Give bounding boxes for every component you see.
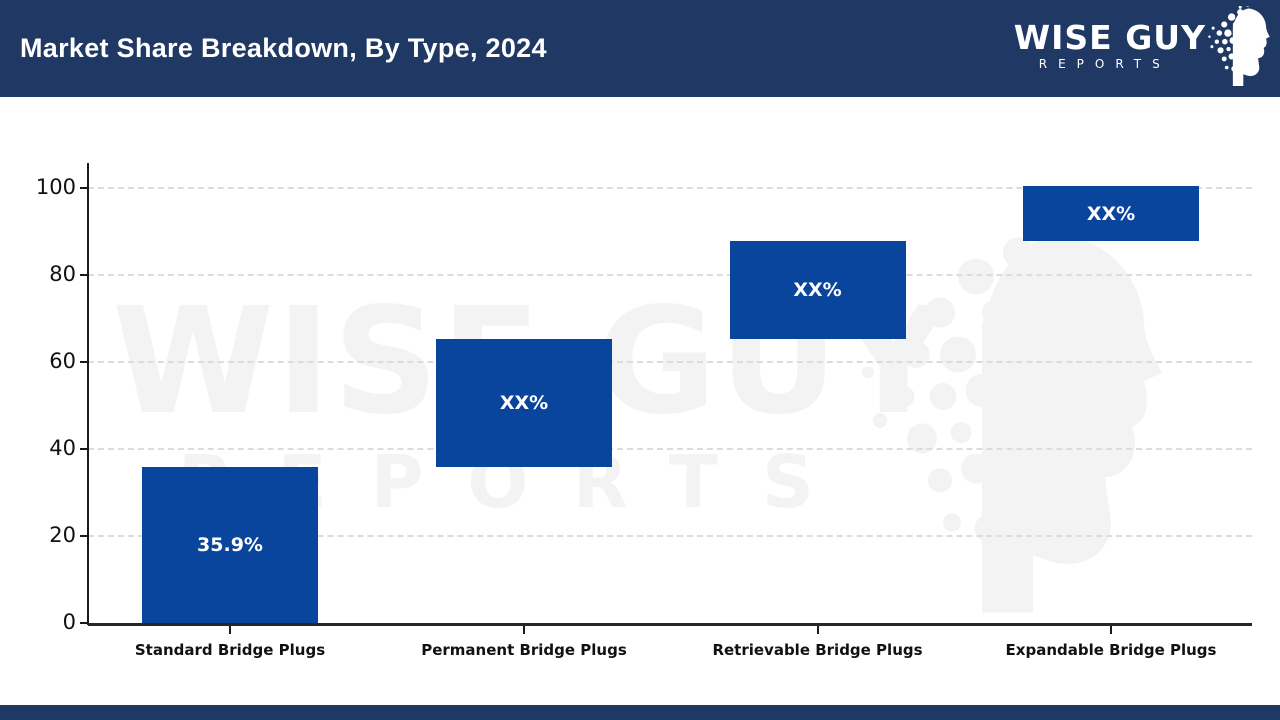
brand-name: WISE GUY <box>1013 17 1206 57</box>
x-axis-tick <box>1110 626 1112 634</box>
y-axis-tick <box>80 535 88 537</box>
header-band: Market Share Breakdown, By Type, 2024 WI… <box>0 0 1280 97</box>
category-label: Expandable Bridge Plugs <box>1005 641 1217 659</box>
x-axis-tick <box>229 626 231 634</box>
gridline <box>88 535 1252 537</box>
bar-segment: XX% <box>436 339 612 467</box>
category-label: Standard Bridge Plugs <box>134 641 326 659</box>
y-axis-tick <box>80 622 88 624</box>
y-axis-tick <box>80 361 88 363</box>
brand-logo: WISE GUY REPORTS <box>1014 6 1270 86</box>
wise-guy-head-icon <box>1208 6 1270 86</box>
y-axis-tick <box>80 448 88 450</box>
page-title: Market Share Breakdown, By Type, 2024 <box>20 33 547 63</box>
footer-band <box>0 705 1280 720</box>
y-axis-tick <box>80 187 88 189</box>
y-axis-line <box>87 163 89 625</box>
brand-subname: REPORTS <box>1038 57 1171 72</box>
bar-value-label: 35.9% <box>197 533 263 556</box>
y-axis-tick-label: 20 <box>49 523 76 547</box>
bar-segment: XX% <box>729 241 906 340</box>
y-axis-tick-label: 40 <box>49 436 76 460</box>
bar-segment: 35.9% <box>142 466 318 623</box>
category-label: Permanent Bridge Plugs <box>421 641 627 659</box>
y-axis-tick <box>80 274 88 276</box>
x-axis-tick <box>523 626 525 634</box>
bar-segment: XX% <box>1023 186 1199 242</box>
y-axis-tick-label: 80 <box>49 262 76 286</box>
y-axis-tick-label: 0 <box>62 610 76 634</box>
brand-wordmark: WISE GUY REPORTS <box>1013 17 1206 72</box>
gridline <box>88 274 1252 276</box>
bar-value-label: XX% <box>499 392 549 415</box>
gridline <box>88 187 1252 189</box>
y-axis-tick-label: 60 <box>49 349 76 373</box>
bar-value-label: XX% <box>793 279 842 302</box>
gridline <box>88 361 1252 363</box>
category-label: Retrievable Bridge Plugs <box>712 641 923 659</box>
x-axis-line <box>88 623 1252 626</box>
y-axis-tick-label: 100 <box>35 175 76 199</box>
bar-value-label: XX% <box>1086 202 1136 225</box>
x-axis-tick <box>816 626 819 634</box>
gridline <box>88 448 1252 450</box>
